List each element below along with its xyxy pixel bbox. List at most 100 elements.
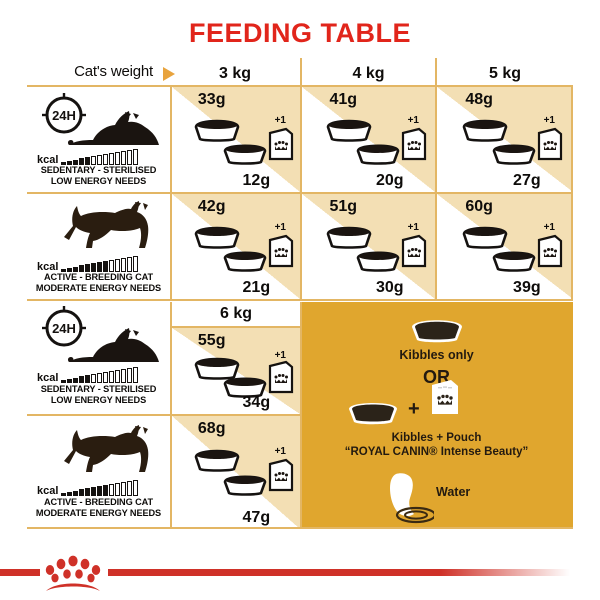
row-descriptor-active-top: kcal ACTIVE - BREEDING CAT MODERATE ENER… [27, 194, 170, 299]
bowl-mixed-icon [489, 246, 539, 277]
royal-canin-crown-icon [42, 553, 104, 593]
kcal-bar [109, 484, 115, 496]
legend-mix-line1: Kibbles + Pouch [391, 432, 482, 444]
kibbles-amount: 68g [197, 420, 226, 437]
legend-plus-sign: + [408, 398, 420, 420]
feeding-cell-active-4kg[interactable]: 51g +1 [302, 194, 435, 299]
kcal-bar [79, 158, 85, 165]
bowl-kibbles-icon [458, 221, 512, 254]
feeding-cell-sedentary-5kg[interactable]: 48g +1 [437, 87, 573, 192]
kibbles-amount: 33g [197, 91, 226, 108]
kcal-bar [85, 375, 91, 383]
bowl-kibbles-icon [190, 352, 244, 385]
kibbles-amount: 55g [197, 332, 226, 349]
kcal-bar [73, 490, 79, 496]
kcal-bar [115, 152, 121, 165]
row-desc-line1: ACTIVE - BREEDING CAT [43, 497, 153, 507]
bowl-kibbles-icon [190, 114, 244, 147]
kcal-bar [121, 258, 127, 272]
kcal-bar [115, 370, 121, 383]
kcal-bar [79, 489, 85, 496]
kcal-bar [85, 488, 91, 496]
mixed-amount: 12g [242, 172, 271, 189]
svg-text:24H: 24H [52, 321, 76, 336]
kcal-bar [97, 155, 103, 165]
legend-pouch-icon [430, 378, 460, 421]
kcal-bar [133, 480, 139, 496]
kcal-bar [127, 481, 133, 496]
mixed-amount: 47g [242, 509, 271, 526]
plus-one-label: +1 [274, 222, 286, 233]
row-desc-line2: MODERATE ENERGY NEEDS [35, 283, 162, 293]
legend-or-label: OR [423, 367, 450, 387]
plus-one-label: +1 [274, 350, 286, 361]
kcal-bar [67, 160, 73, 165]
kcal-bar [73, 266, 79, 272]
pouch-icon [268, 234, 294, 273]
pouch-icon [268, 458, 294, 497]
mixed-amount: 34g [242, 394, 271, 411]
svg-text:24H: 24H [52, 108, 76, 123]
feeding-cell-active-5kg[interactable]: 60g +1 [437, 194, 573, 299]
bowl-kibbles-icon [190, 221, 244, 254]
kcal-bars [61, 256, 139, 272]
kibbles-amount: 41g [329, 91, 358, 108]
row-desc-line1: ACTIVE - BREEDING CAT [43, 272, 153, 282]
header-weight-5kg: 5 kg [488, 65, 521, 82]
kcal-bar [97, 373, 103, 383]
kibbles-amount: 51g [329, 198, 358, 215]
bowl-mixed-icon [220, 470, 270, 501]
brand-bar-right [108, 569, 570, 576]
kcal-bar [67, 378, 73, 383]
feeding-cell-active-3kg[interactable]: 42g +1 [172, 194, 300, 299]
water-jug-icon [376, 472, 437, 529]
cat-lying-icon [67, 107, 167, 149]
kcal-bar [121, 369, 127, 383]
kcal-bar [85, 157, 91, 165]
cat-walking-icon [59, 200, 164, 252]
pouch-icon [401, 127, 427, 166]
mixed-amount: 20g [375, 172, 404, 189]
kcal-bar [85, 264, 91, 272]
kcal-bar [91, 374, 97, 383]
bowl-kibbles-icon [458, 114, 512, 147]
plus-one-label: +1 [274, 446, 286, 457]
kcal-bars [61, 480, 139, 496]
bowl-mixed-icon [220, 139, 270, 170]
mixed-amount: 21g [242, 279, 271, 296]
feeding-cell-sedentary-6kg[interactable]: 55g +1 [172, 328, 300, 414]
kcal-bar [121, 482, 127, 496]
kcal-scale-sedentary-bottom: kcal [37, 367, 165, 383]
kcal-bar [115, 259, 121, 272]
column-divider [435, 87, 437, 299]
mixed-amount: 39g [513, 279, 541, 296]
kcal-label: kcal [37, 484, 59, 497]
kcal-bar [127, 150, 133, 165]
cat-lying-icon [67, 324, 167, 366]
kcal-scale-active-bottom: kcal [37, 480, 165, 496]
row-desc-line1: SEDENTARY - STERILISED [40, 384, 157, 394]
kcal-bar [67, 267, 73, 272]
plus-one-label: +1 [407, 115, 419, 126]
feeding-cell-active-6kg[interactable]: 68g +1 [172, 416, 300, 529]
legend-kibbles-only-label: Kibbles only [399, 348, 474, 362]
bowl-mixed-icon [220, 372, 270, 403]
kcal-bar [133, 256, 139, 272]
cats-weight-label: Cat's weight [74, 63, 153, 80]
row-descriptor-active-bottom: kcal ACTIVE - BREEDING CAT MODERATE ENER… [27, 416, 170, 529]
pouch-icon [537, 234, 563, 273]
plus-one-label: +1 [407, 222, 419, 233]
header-weight-4kg: 4 kg [352, 65, 385, 82]
kcal-bar [109, 153, 115, 165]
header-weight-6kg: 6 kg [219, 305, 252, 322]
bowl-mixed-icon [353, 139, 403, 170]
kcal-bar [115, 483, 121, 496]
legend-water-label: Water [436, 485, 471, 499]
kcal-bar [133, 149, 139, 165]
kcal-bar [103, 261, 109, 272]
brand-footer [0, 548, 600, 600]
kcal-bar [91, 156, 97, 165]
feeding-cell-sedentary-3kg[interactable]: 33g +1 [172, 87, 300, 192]
feeding-cell-sedentary-4kg[interactable]: 41g +1 [302, 87, 435, 192]
